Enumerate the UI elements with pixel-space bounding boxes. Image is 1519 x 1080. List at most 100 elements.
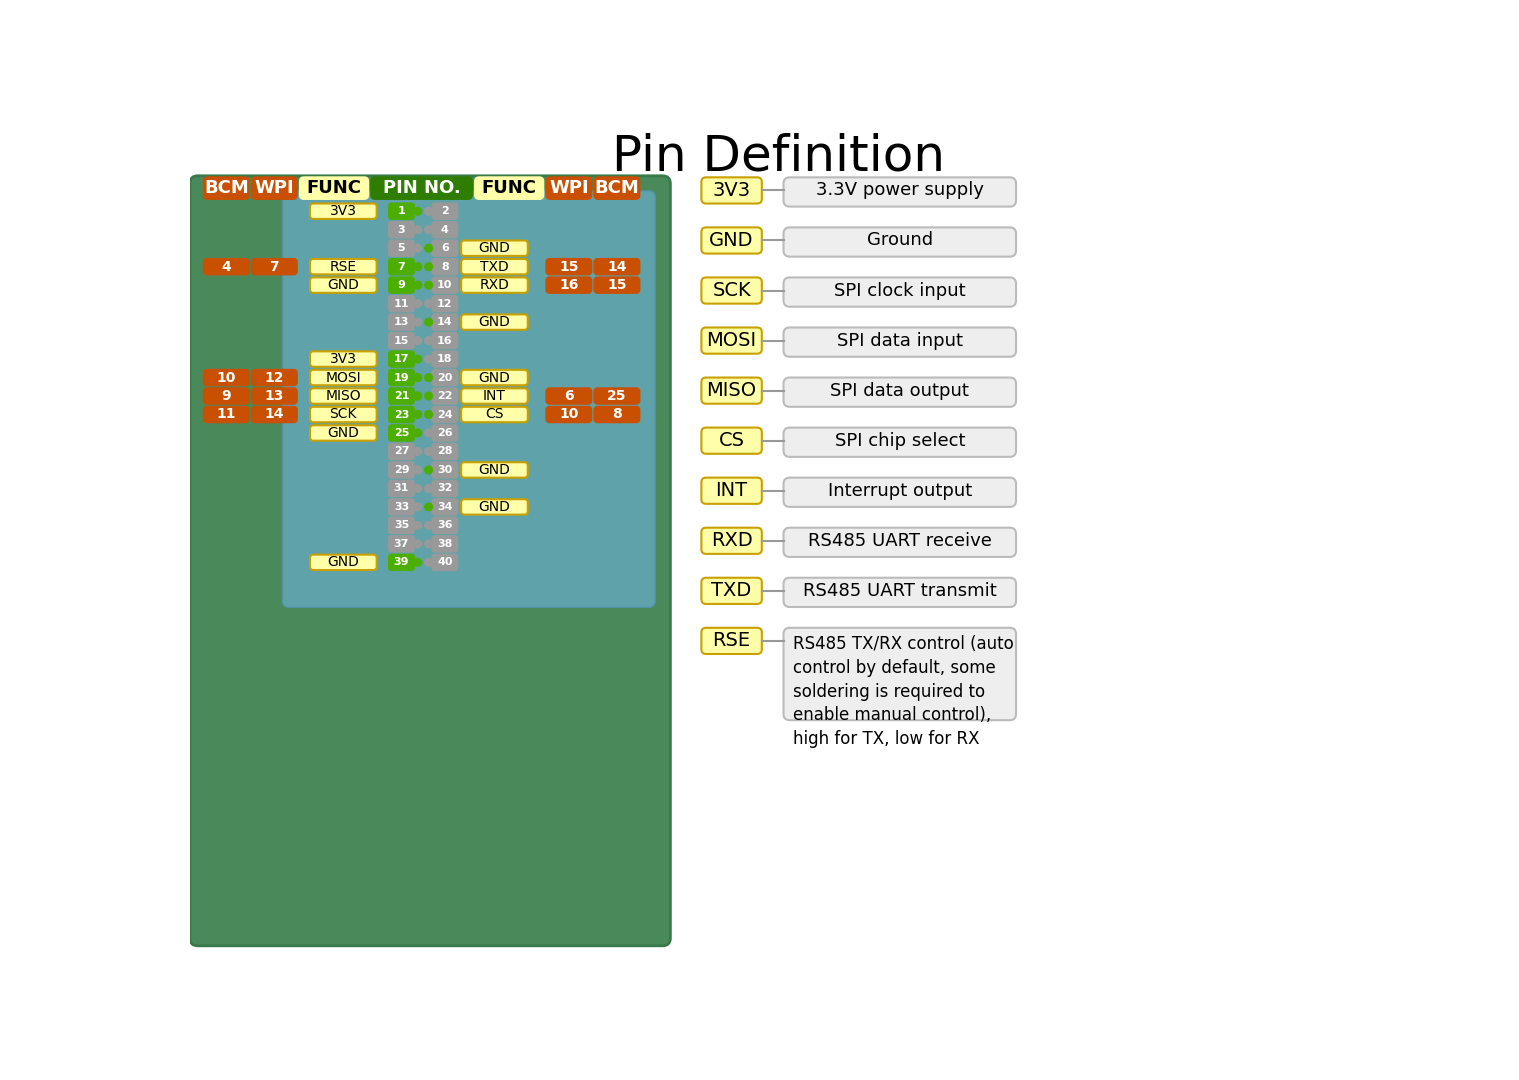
FancyBboxPatch shape	[594, 278, 639, 293]
Text: 2: 2	[441, 206, 448, 216]
FancyBboxPatch shape	[433, 278, 457, 293]
Text: GND: GND	[328, 426, 360, 440]
Circle shape	[425, 447, 433, 456]
Text: 40: 40	[437, 557, 453, 567]
Text: 34: 34	[437, 502, 453, 512]
Text: 31: 31	[393, 484, 409, 494]
Text: Ground: Ground	[867, 231, 933, 249]
FancyBboxPatch shape	[433, 333, 457, 348]
Text: RXD: RXD	[480, 279, 509, 292]
FancyBboxPatch shape	[433, 296, 457, 311]
Text: GND: GND	[478, 370, 510, 384]
FancyBboxPatch shape	[389, 499, 413, 514]
FancyBboxPatch shape	[310, 426, 377, 441]
FancyBboxPatch shape	[433, 241, 457, 256]
Text: 32: 32	[437, 484, 453, 494]
Circle shape	[413, 355, 422, 363]
Circle shape	[413, 244, 422, 252]
Circle shape	[425, 429, 433, 436]
FancyBboxPatch shape	[784, 228, 1016, 257]
Circle shape	[413, 558, 422, 566]
Text: 19: 19	[393, 373, 409, 382]
FancyBboxPatch shape	[784, 627, 1016, 720]
FancyBboxPatch shape	[433, 499, 457, 514]
Text: 9: 9	[398, 280, 406, 291]
Circle shape	[413, 392, 422, 400]
FancyBboxPatch shape	[784, 378, 1016, 407]
FancyBboxPatch shape	[389, 555, 413, 570]
Text: WPI: WPI	[255, 179, 295, 198]
FancyBboxPatch shape	[462, 369, 527, 386]
FancyBboxPatch shape	[371, 177, 472, 199]
Circle shape	[425, 374, 433, 381]
FancyBboxPatch shape	[310, 369, 377, 386]
Text: 13: 13	[264, 389, 284, 403]
FancyBboxPatch shape	[462, 389, 527, 404]
Circle shape	[413, 337, 422, 345]
FancyBboxPatch shape	[204, 369, 249, 386]
FancyBboxPatch shape	[204, 177, 249, 199]
Text: GND: GND	[478, 315, 510, 329]
FancyBboxPatch shape	[310, 259, 377, 274]
Text: 36: 36	[437, 521, 453, 530]
FancyBboxPatch shape	[702, 627, 763, 654]
Text: 15: 15	[393, 336, 409, 346]
FancyBboxPatch shape	[389, 259, 413, 274]
Text: CS: CS	[485, 407, 504, 421]
FancyBboxPatch shape	[547, 177, 591, 199]
FancyBboxPatch shape	[190, 176, 670, 946]
Circle shape	[425, 207, 433, 215]
Text: 3.3V power supply: 3.3V power supply	[816, 181, 984, 200]
Text: 33: 33	[393, 502, 409, 512]
Text: 16: 16	[559, 279, 579, 292]
Text: INT: INT	[483, 389, 506, 403]
FancyBboxPatch shape	[204, 389, 249, 404]
Text: RS485 UART receive: RS485 UART receive	[808, 531, 992, 550]
Circle shape	[425, 300, 433, 308]
Text: 26: 26	[437, 428, 453, 438]
FancyBboxPatch shape	[310, 389, 377, 404]
Text: 13: 13	[393, 318, 409, 327]
FancyBboxPatch shape	[475, 177, 544, 199]
Text: 28: 28	[437, 446, 453, 457]
Text: CS: CS	[718, 431, 744, 450]
Text: 15: 15	[559, 259, 579, 273]
FancyBboxPatch shape	[702, 228, 763, 254]
Text: 25: 25	[608, 389, 627, 403]
Text: GND: GND	[478, 463, 510, 477]
Circle shape	[425, 467, 433, 474]
Text: 24: 24	[437, 409, 453, 419]
FancyBboxPatch shape	[252, 369, 296, 386]
Circle shape	[413, 207, 422, 215]
Text: TXD: TXD	[711, 581, 752, 600]
FancyBboxPatch shape	[252, 407, 296, 422]
Text: 18: 18	[437, 354, 453, 364]
FancyBboxPatch shape	[433, 481, 457, 496]
Text: 10: 10	[559, 407, 579, 421]
Circle shape	[413, 447, 422, 456]
Text: 29: 29	[393, 464, 409, 475]
Text: BCM: BCM	[594, 179, 639, 198]
Circle shape	[413, 503, 422, 511]
FancyBboxPatch shape	[547, 259, 591, 274]
Text: 8: 8	[612, 407, 621, 421]
FancyBboxPatch shape	[299, 177, 368, 199]
FancyBboxPatch shape	[389, 517, 413, 534]
FancyBboxPatch shape	[462, 241, 527, 256]
Text: INT: INT	[715, 482, 747, 500]
FancyBboxPatch shape	[784, 528, 1016, 557]
Text: 25: 25	[393, 428, 409, 438]
Circle shape	[425, 485, 433, 492]
Text: RS485 UART transmit: RS485 UART transmit	[804, 582, 996, 599]
Text: 12: 12	[264, 370, 284, 384]
Text: 23: 23	[393, 409, 409, 419]
Circle shape	[425, 262, 433, 270]
Text: 7: 7	[398, 261, 406, 272]
Circle shape	[425, 226, 433, 233]
Text: RXD: RXD	[711, 531, 752, 551]
Text: 35: 35	[393, 521, 409, 530]
Text: 38: 38	[437, 539, 453, 549]
FancyBboxPatch shape	[594, 259, 639, 274]
Text: 16: 16	[437, 336, 453, 346]
FancyBboxPatch shape	[433, 369, 457, 386]
